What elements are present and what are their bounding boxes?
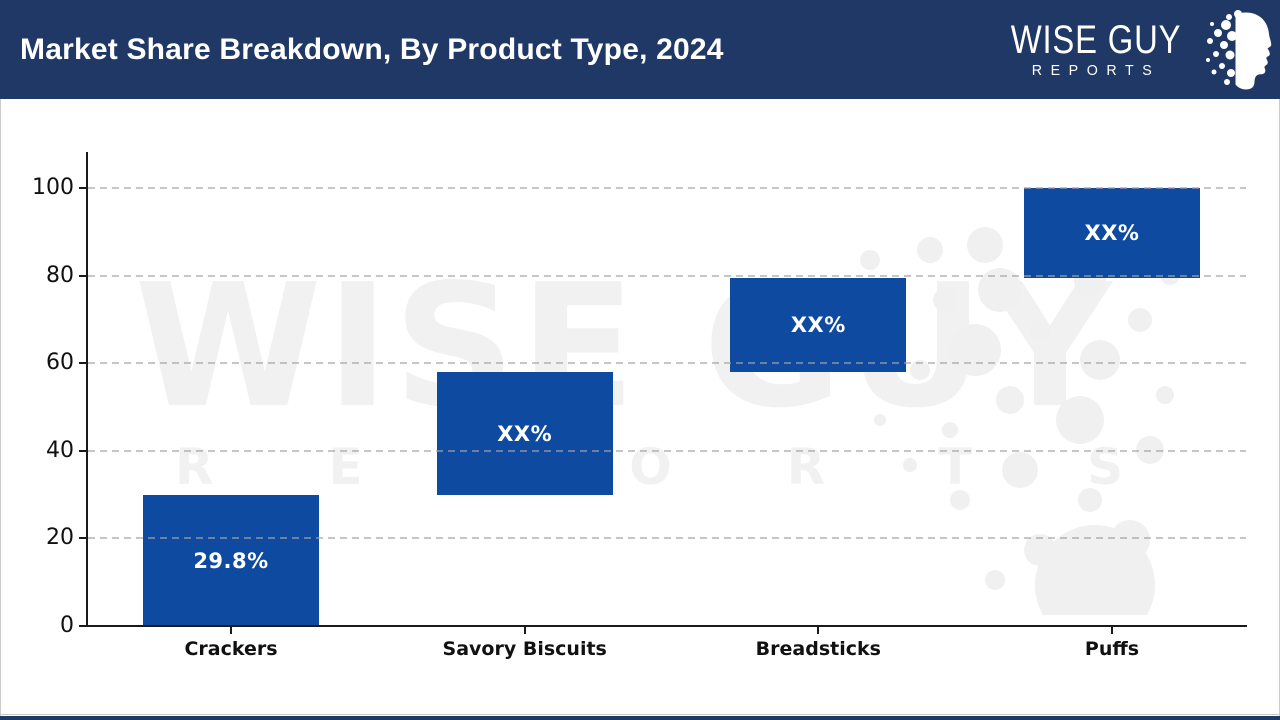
- y-axis-tick-label: 80: [46, 262, 74, 288]
- y-axis-tick-mark: [79, 449, 86, 452]
- x-axis-category-label: Savory Biscuits: [442, 638, 607, 660]
- bar-value-label: XX%: [1084, 220, 1140, 245]
- x-axis-tick-mark: [523, 627, 526, 634]
- logo-head-icon: [1206, 10, 1272, 90]
- y-axis-tick-label: 40: [46, 437, 74, 463]
- wiseguy-reports-logo: WISE GUY REPORTS: [992, 4, 1272, 96]
- bottom-hairline: [0, 714, 1280, 715]
- y-axis-tick-label: 60: [46, 350, 74, 376]
- bar-segment: XX%: [1024, 188, 1200, 278]
- y-axis-tick-mark: [79, 274, 86, 277]
- y-axis-tick-mark: [79, 187, 86, 189]
- y-axis-tick-label: 0: [60, 613, 74, 638]
- gridline: [88, 274, 1246, 277]
- bar-value-label: 29.8%: [193, 548, 269, 573]
- bar-value-label: XX%: [790, 312, 846, 337]
- gridline: [88, 362, 1246, 365]
- x-axis-category-label: Breadsticks: [755, 638, 881, 660]
- bar-value-label: XX%: [497, 421, 553, 446]
- x-axis-tick-mark: [817, 627, 820, 634]
- x-axis-category-label: Crackers: [184, 638, 278, 660]
- gridline: [88, 537, 1246, 540]
- y-axis-line: [86, 152, 88, 627]
- y-axis-tick-mark: [79, 625, 86, 627]
- x-axis-line: [86, 625, 1247, 627]
- x-axis-tick-mark: [230, 627, 232, 634]
- y-axis-tick-label: 20: [46, 525, 74, 551]
- x-axis-tick-mark: [1111, 627, 1113, 634]
- bar-segment: 29.8%: [143, 495, 319, 626]
- y-axis-tick-mark: [79, 537, 86, 540]
- logo-wordmark: WISE GUY REPORTS: [992, 20, 1200, 80]
- footer-accent-bar: [0, 716, 1280, 720]
- gridline: [88, 187, 1246, 189]
- logo-wordmark-line1: WISE GUY: [1010, 18, 1182, 62]
- bar-segment: XX%: [436, 371, 613, 496]
- gridline: [88, 449, 1246, 452]
- y-axis-tick-label: 100: [32, 175, 74, 200]
- x-axis-category-label: Puffs: [1084, 638, 1140, 660]
- y-axis-tick-mark: [79, 362, 86, 365]
- header: Market Share Breakdown, By Product Type,…: [0, 0, 1280, 99]
- chart-title: Market Share Breakdown, By Product Type,…: [20, 32, 724, 66]
- logo-wordmark-line2: REPORTS: [1031, 62, 1161, 79]
- bar-segment: XX%: [730, 277, 907, 372]
